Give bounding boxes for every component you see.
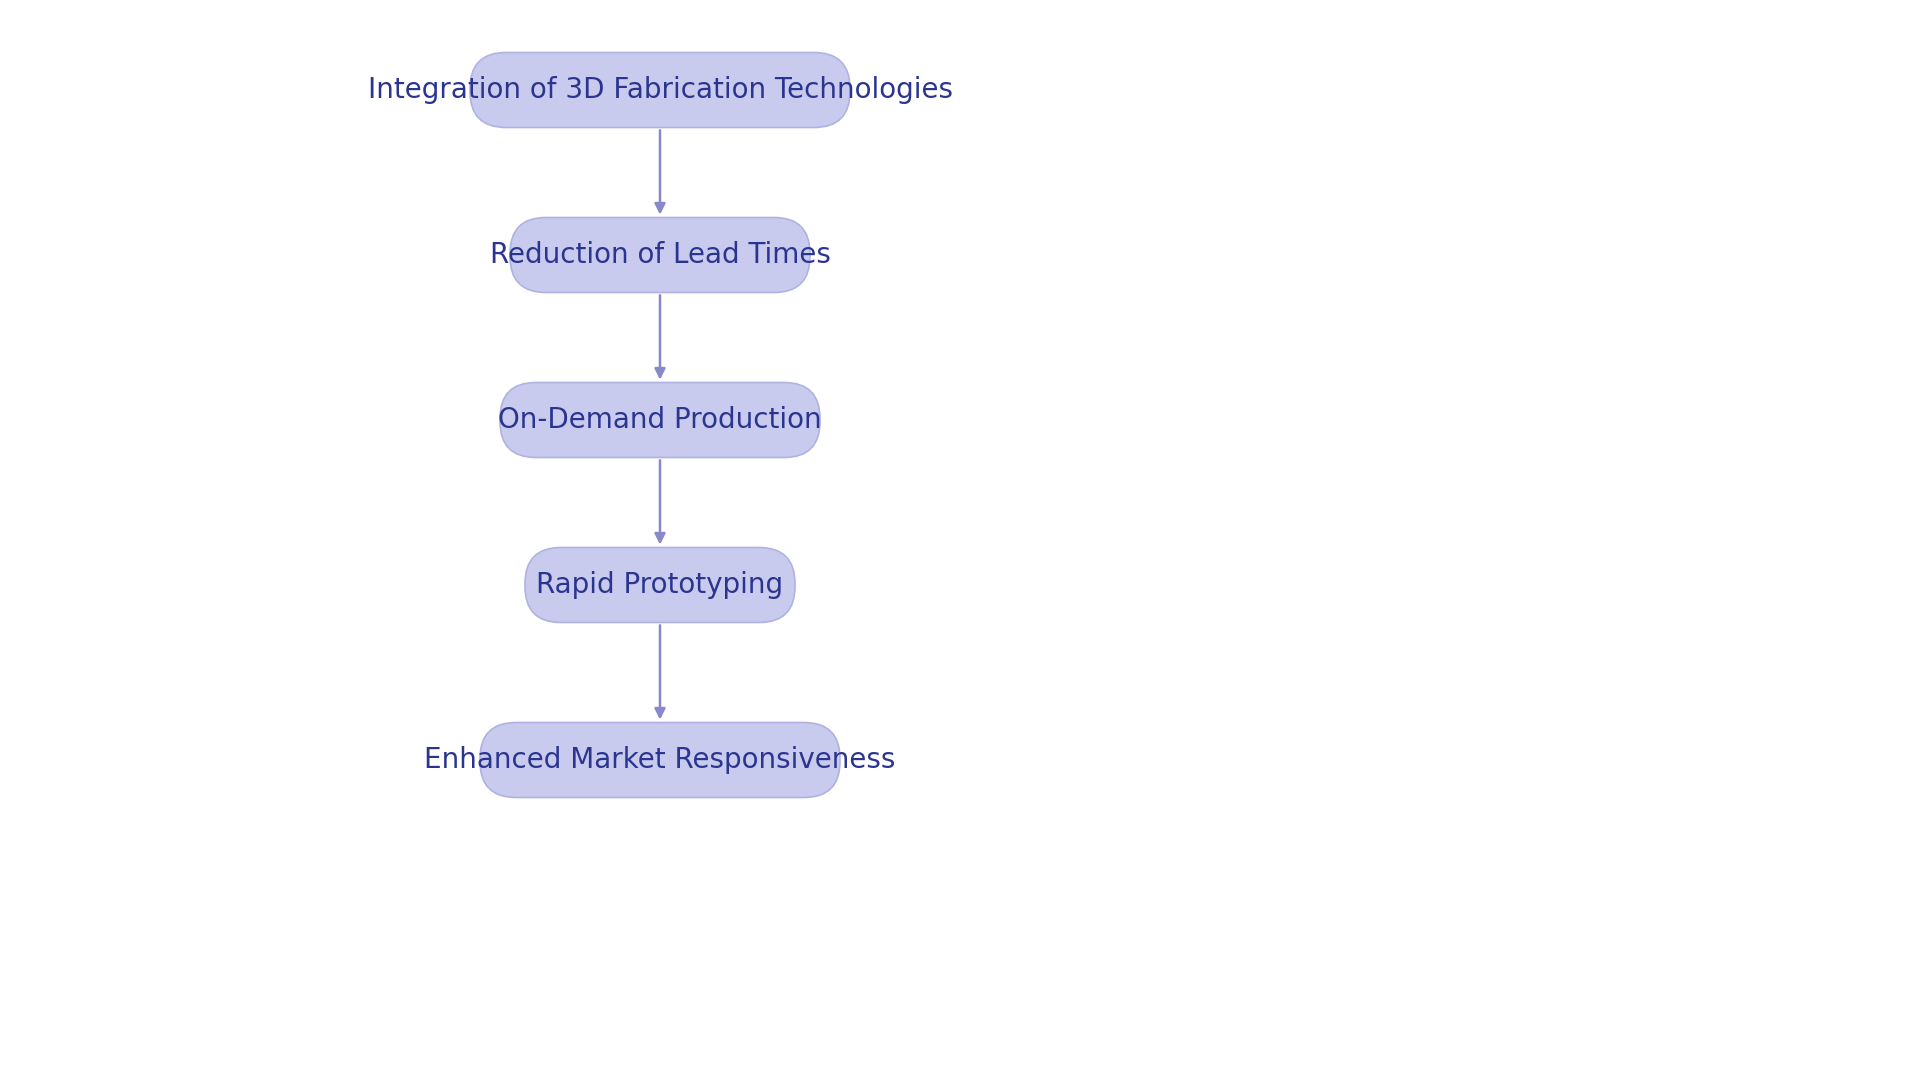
- Text: Integration of 3D Fabrication Technologies: Integration of 3D Fabrication Technologi…: [367, 76, 952, 104]
- FancyBboxPatch shape: [524, 548, 795, 623]
- Text: On-Demand Production: On-Demand Production: [497, 406, 822, 434]
- FancyBboxPatch shape: [470, 52, 851, 128]
- Text: Rapid Prototyping: Rapid Prototyping: [536, 571, 783, 599]
- FancyBboxPatch shape: [499, 382, 820, 457]
- Text: Reduction of Lead Times: Reduction of Lead Times: [490, 242, 831, 269]
- FancyBboxPatch shape: [511, 218, 810, 292]
- FancyBboxPatch shape: [480, 722, 841, 797]
- Text: Enhanced Market Responsiveness: Enhanced Market Responsiveness: [424, 746, 897, 774]
